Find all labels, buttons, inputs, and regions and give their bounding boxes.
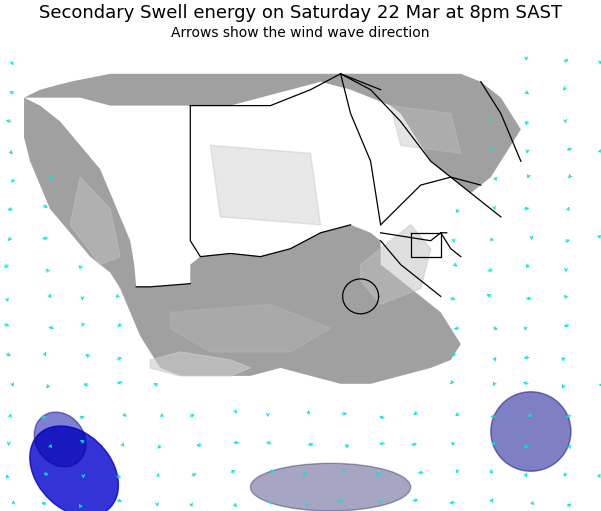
Polygon shape: [24, 74, 521, 193]
Ellipse shape: [30, 426, 118, 511]
Ellipse shape: [491, 392, 571, 471]
Polygon shape: [361, 225, 431, 305]
Text: Secondary Swell energy on Saturday 22 Mar at 8pm SAST: Secondary Swell energy on Saturday 22 Ma…: [39, 4, 562, 21]
Polygon shape: [70, 177, 120, 265]
Polygon shape: [210, 145, 320, 225]
Text: Arrows show the wind wave direction: Arrows show the wind wave direction: [171, 26, 430, 40]
Polygon shape: [391, 106, 461, 153]
Polygon shape: [150, 352, 251, 376]
Polygon shape: [24, 98, 461, 384]
Polygon shape: [170, 305, 331, 352]
Ellipse shape: [251, 463, 410, 511]
Ellipse shape: [34, 412, 86, 467]
